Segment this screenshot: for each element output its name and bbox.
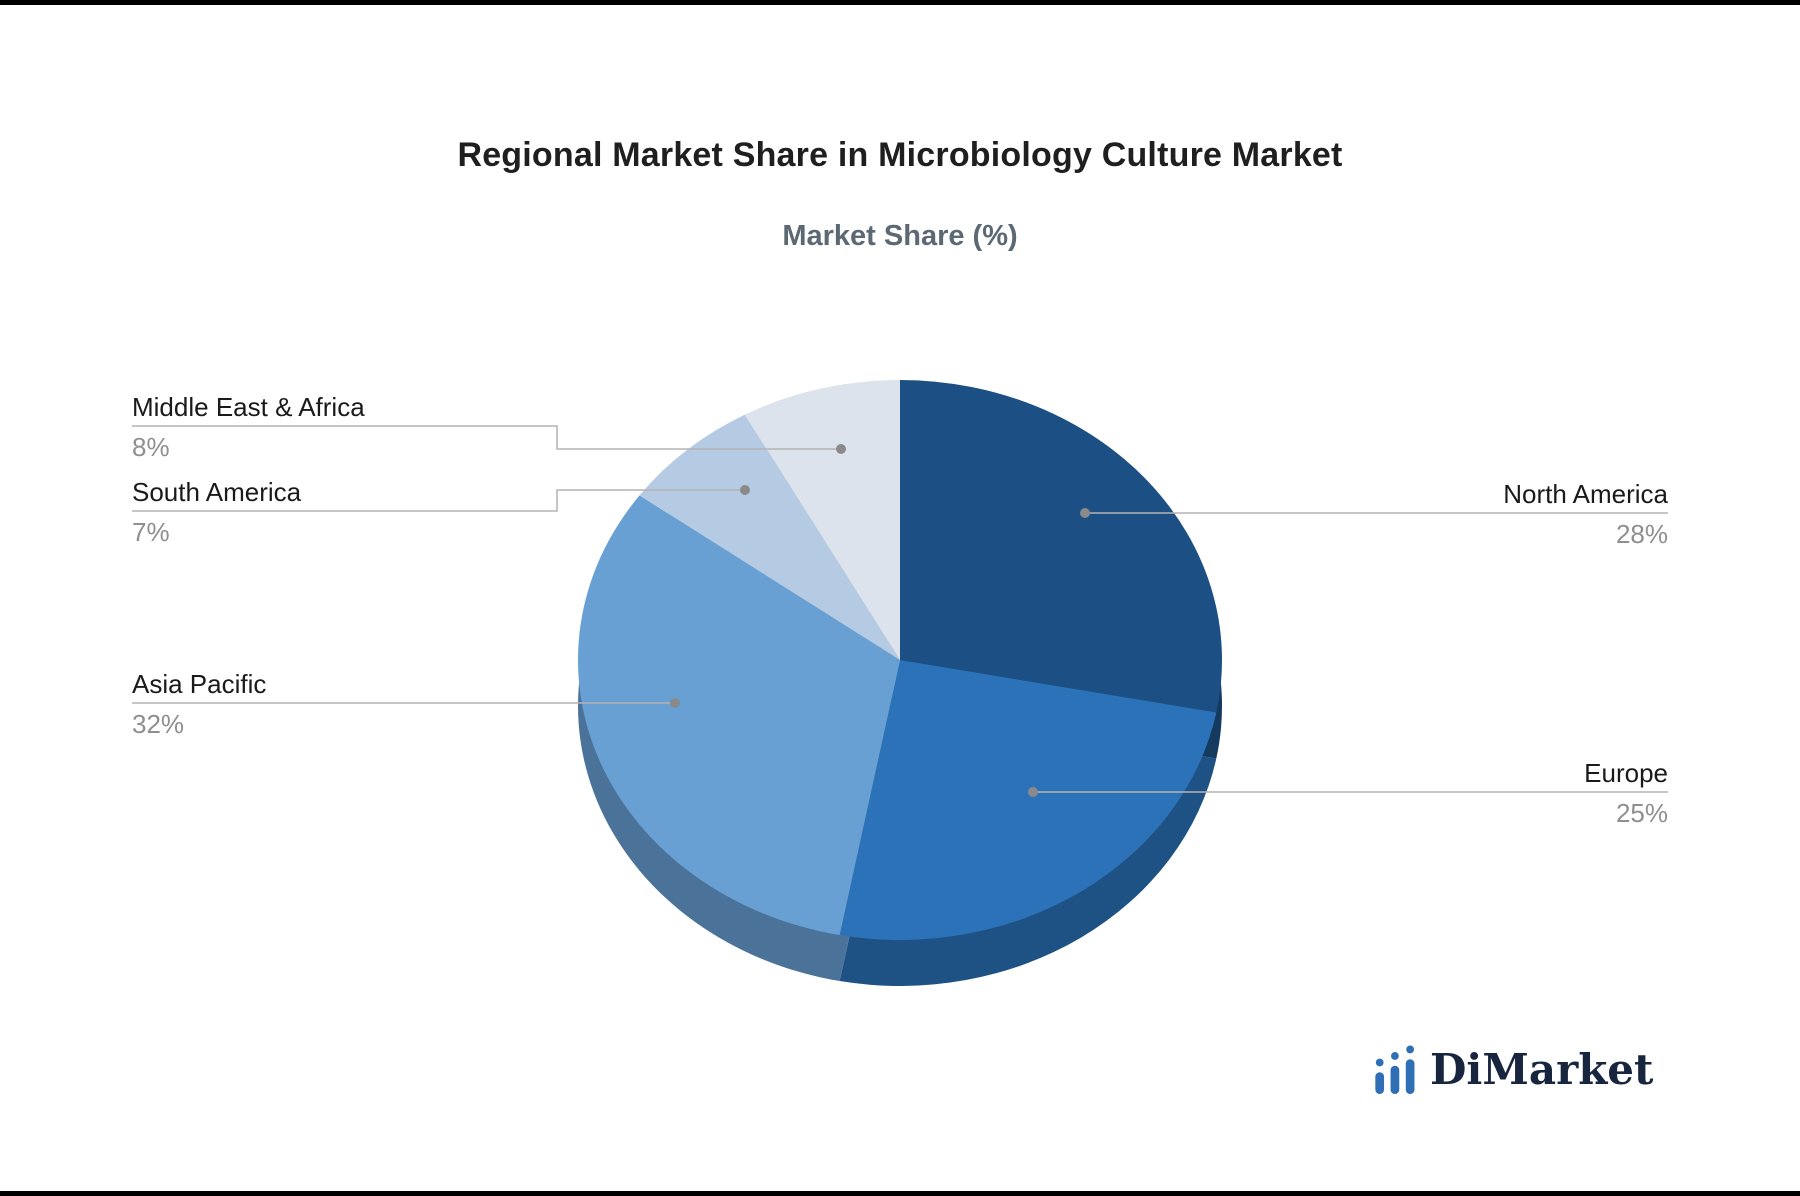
value-europe: 25% — [1615, 798, 1668, 828]
screenshot-border-bottom — [0, 1191, 1800, 1196]
pie-slice-europe[interactable] — [839, 660, 1217, 941]
pie-slice-asia-pacific[interactable] — [578, 495, 900, 936]
label-asia-pacific: Asia Pacific — [132, 669, 267, 699]
screenshot-border-top — [0, 0, 1800, 5]
callout-line-south-america — [132, 489, 745, 512]
callout-line-middle-east-africa — [132, 425, 841, 450]
pie-slice-south-america[interactable] — [639, 414, 901, 660]
bar-chart-icon — [1375, 1045, 1415, 1094]
value-middle-east-africa: 8% — [132, 432, 170, 462]
pie-slice-north-america[interactable] — [900, 380, 1223, 713]
label-south-america: South America — [132, 477, 302, 507]
value-asia-pacific: 32% — [132, 709, 185, 739]
callout-dot-north-america — [1080, 508, 1090, 518]
pie-slice-middle-east-africa[interactable] — [744, 380, 900, 660]
callout-dot-south-america — [740, 485, 750, 495]
callout-dot-europe — [1028, 787, 1038, 797]
logo-text: DiMarket — [1430, 1045, 1654, 1094]
chart-title: Regional Market Share in Microbiology Cu… — [457, 136, 1343, 174]
label-europe: Europe — [1584, 758, 1668, 788]
label-north-america: North America — [1503, 479, 1668, 509]
label-middle-east-africa: Middle East & Africa — [132, 392, 365, 422]
chart-subtitle: Market Share (%) — [782, 220, 1018, 252]
value-south-america: 7% — [132, 517, 170, 547]
value-north-america: 28% — [1615, 519, 1668, 549]
callout-dot-middle-east-africa — [836, 444, 846, 454]
dimarket-logo: DiMarket — [1372, 1044, 1653, 1094]
callout-dot-asia-pacific — [670, 698, 680, 708]
